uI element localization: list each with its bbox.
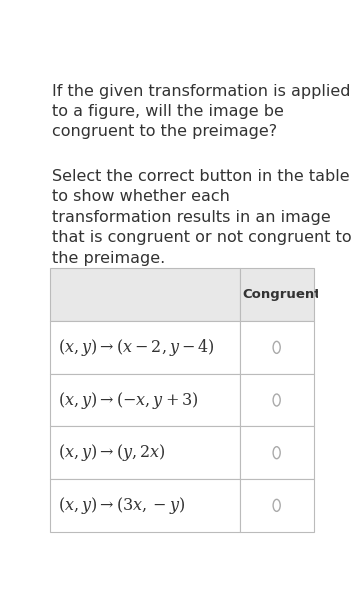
- Bar: [49, 427, 240, 479]
- Bar: [49, 321, 240, 374]
- Text: $(x, y) \rightarrow (-x, y + 3)$: $(x, y) \rightarrow (-x, y + 3)$: [58, 389, 198, 410]
- Text: $(x, y) \rightarrow (y, 2x)$: $(x, y) \rightarrow (y, 2x)$: [58, 442, 166, 463]
- Text: $(x, y) \rightarrow (3x, -y)$: $(x, y) \rightarrow (3x, -y)$: [58, 495, 185, 516]
- Text: $(x, y) \rightarrow (x - 2, y - 4)$: $(x, y) \rightarrow (x - 2, y - 4)$: [58, 337, 215, 358]
- Bar: [49, 268, 240, 321]
- Bar: [240, 321, 313, 374]
- Bar: [49, 479, 240, 532]
- Bar: [49, 374, 240, 427]
- Bar: [240, 268, 313, 321]
- Bar: [240, 479, 313, 532]
- Text: If the given transformation is applied
to a figure, will the image be
congruent : If the given transformation is applied t…: [52, 83, 351, 139]
- Text: Congruent: Congruent: [243, 288, 321, 301]
- Bar: [240, 427, 313, 479]
- Bar: [240, 374, 313, 427]
- Text: Select the correct button in the table
to show whether each
transformation resul: Select the correct button in the table t…: [52, 169, 352, 266]
